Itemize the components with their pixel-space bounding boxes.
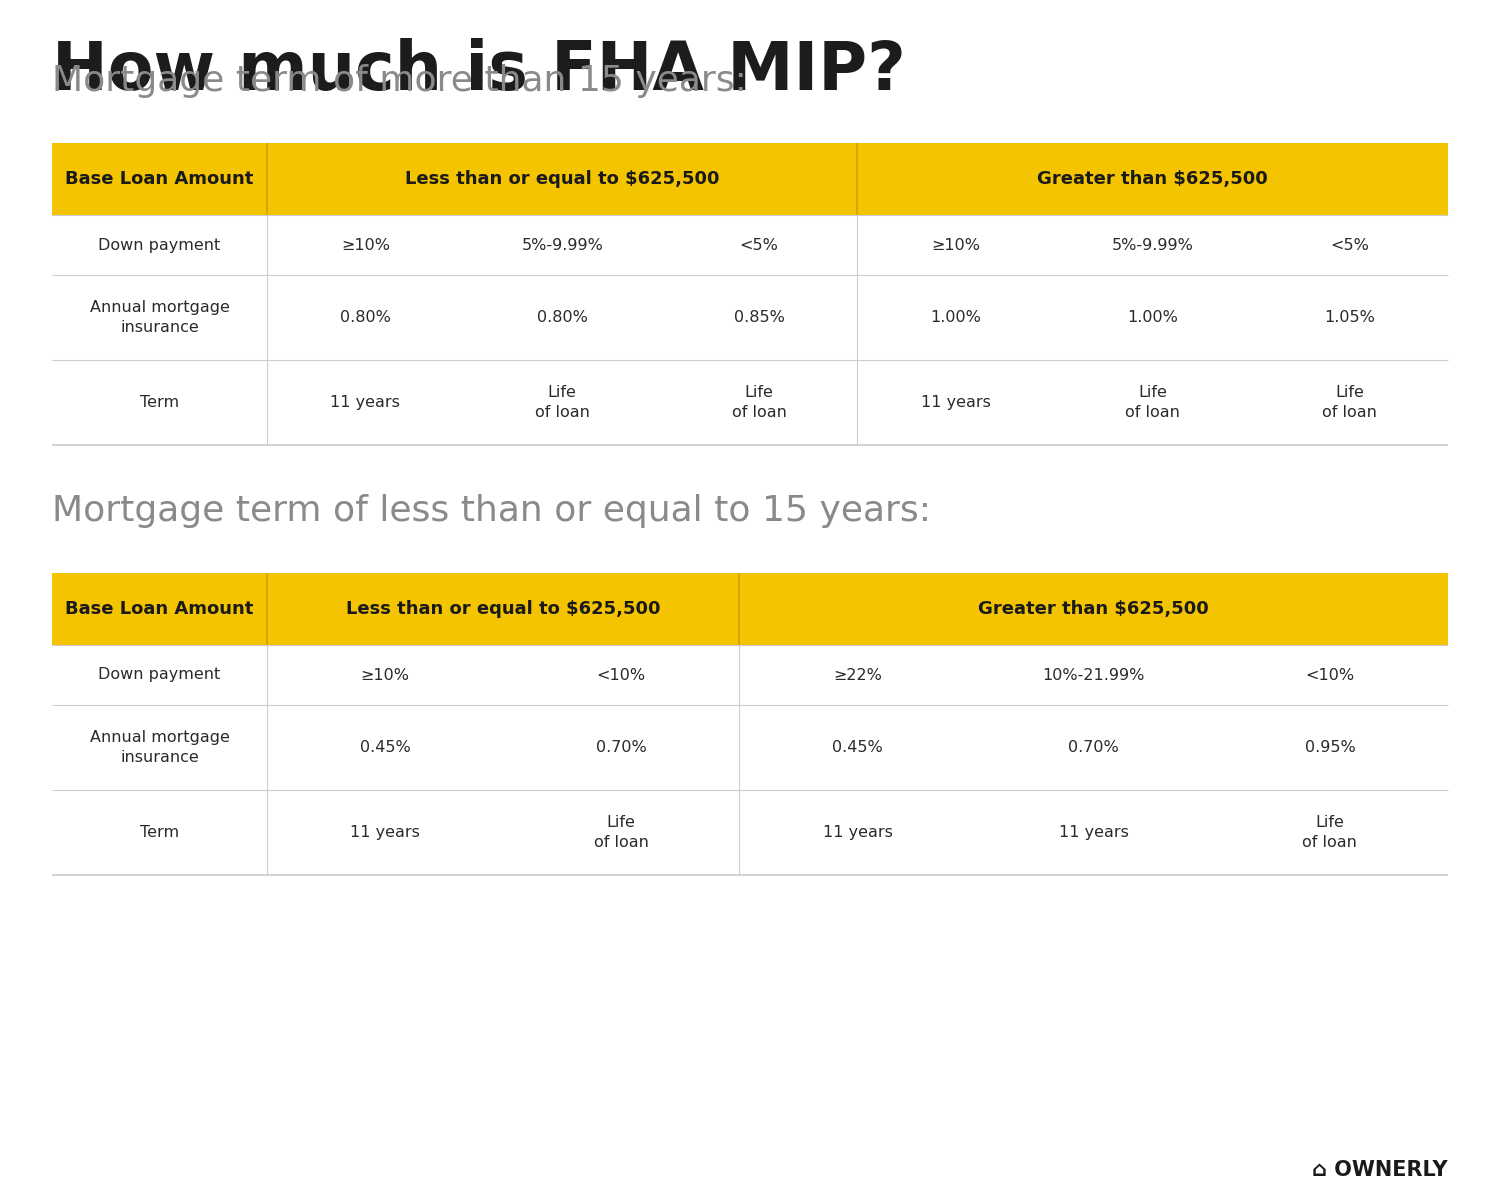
- Text: ⌂ OWNERLY: ⌂ OWNERLY: [1312, 1160, 1448, 1180]
- Text: 0.70%: 0.70%: [596, 740, 646, 755]
- Text: Annual mortgage
insurance: Annual mortgage insurance: [90, 300, 230, 335]
- Text: Life
of loan: Life of loan: [536, 385, 590, 420]
- FancyBboxPatch shape: [53, 143, 1448, 215]
- Text: 10%-21.99%: 10%-21.99%: [1042, 667, 1144, 683]
- Text: Term: Term: [140, 826, 178, 840]
- Text: 11 years: 11 years: [350, 826, 420, 840]
- Text: 0.95%: 0.95%: [1305, 740, 1356, 755]
- Text: Annual mortgage
insurance: Annual mortgage insurance: [90, 730, 230, 764]
- Text: 1.00%: 1.00%: [1128, 310, 1178, 325]
- Text: 0.45%: 0.45%: [360, 740, 411, 755]
- Text: Mortgage term of less than or equal to 15 years:: Mortgage term of less than or equal to 1…: [53, 494, 932, 528]
- Text: Down payment: Down payment: [99, 667, 220, 683]
- Text: 5%-9.99%: 5%-9.99%: [522, 238, 603, 252]
- Text: <10%: <10%: [597, 667, 646, 683]
- Text: Life
of loan: Life of loan: [732, 385, 786, 420]
- Text: 0.45%: 0.45%: [833, 740, 884, 755]
- Text: Mortgage term of more than 15 years:: Mortgage term of more than 15 years:: [53, 64, 747, 98]
- Text: Greater than $625,500: Greater than $625,500: [978, 600, 1209, 618]
- Text: ≥10%: ≥10%: [932, 238, 981, 252]
- Text: Life
of loan: Life of loan: [1302, 815, 1358, 850]
- Text: 11 years: 11 years: [330, 395, 400, 410]
- Text: <5%: <5%: [1330, 238, 1370, 252]
- Text: <5%: <5%: [740, 238, 778, 252]
- Text: 0.70%: 0.70%: [1068, 740, 1119, 755]
- Text: ≥10%: ≥10%: [340, 238, 390, 252]
- Text: Greater than $625,500: Greater than $625,500: [1038, 170, 1268, 188]
- Text: 0.80%: 0.80%: [340, 310, 392, 325]
- FancyBboxPatch shape: [53, 572, 1448, 646]
- Text: Down payment: Down payment: [99, 238, 220, 252]
- Text: Base Loan Amount: Base Loan Amount: [66, 170, 254, 188]
- Text: 11 years: 11 years: [822, 826, 892, 840]
- Text: 0.80%: 0.80%: [537, 310, 588, 325]
- Text: 11 years: 11 years: [921, 395, 992, 410]
- Text: Life
of loan: Life of loan: [1322, 385, 1377, 420]
- Text: Term: Term: [140, 395, 178, 410]
- Text: ≥22%: ≥22%: [833, 667, 882, 683]
- Text: 0.85%: 0.85%: [734, 310, 784, 325]
- Text: Life
of loan: Life of loan: [594, 815, 648, 850]
- Text: ≥10%: ≥10%: [360, 667, 410, 683]
- Text: Base Loan Amount: Base Loan Amount: [66, 600, 254, 618]
- Text: 1.05%: 1.05%: [1324, 310, 1376, 325]
- Text: <10%: <10%: [1305, 667, 1354, 683]
- Text: Life
of loan: Life of loan: [1125, 385, 1180, 420]
- Text: Less than or equal to $625,500: Less than or equal to $625,500: [405, 170, 720, 188]
- Text: 11 years: 11 years: [1059, 826, 1128, 840]
- Text: 1.00%: 1.00%: [930, 310, 981, 325]
- Text: How much is FHA MIP?: How much is FHA MIP?: [53, 38, 906, 104]
- Text: Less than or equal to $625,500: Less than or equal to $625,500: [346, 600, 660, 618]
- Text: 5%-9.99%: 5%-9.99%: [1112, 238, 1194, 252]
